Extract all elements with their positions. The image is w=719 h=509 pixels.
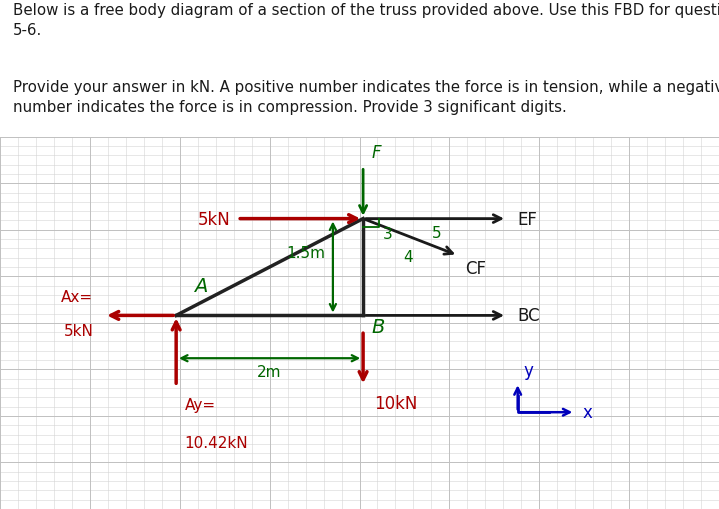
Text: y: y	[523, 361, 533, 379]
Text: BC: BC	[518, 307, 540, 325]
Text: B: B	[372, 318, 385, 336]
Text: Ax=: Ax=	[61, 290, 93, 304]
Text: x: x	[582, 404, 592, 421]
Text: Below is a free body diagram of a section of the truss provided above. Use this : Below is a free body diagram of a sectio…	[13, 3, 719, 38]
Text: 2m: 2m	[257, 364, 282, 379]
Text: CF: CF	[465, 260, 486, 277]
Text: 5kN: 5kN	[63, 323, 93, 338]
Text: Provide your answer in kN. A positive number indicates the force is in tension, : Provide your answer in kN. A positive nu…	[13, 80, 719, 115]
Text: A: A	[194, 276, 208, 295]
Text: F: F	[372, 144, 381, 161]
Text: Ay=: Ay=	[185, 398, 216, 412]
Text: EF: EF	[518, 210, 538, 228]
Text: 5kN: 5kN	[197, 210, 230, 228]
Text: 10kN: 10kN	[374, 394, 417, 412]
Text: 10.42kN: 10.42kN	[185, 435, 248, 449]
Text: 4: 4	[403, 249, 413, 265]
Text: 3: 3	[383, 227, 393, 242]
Text: 5: 5	[431, 226, 441, 241]
Text: 1.5m: 1.5m	[287, 245, 326, 260]
